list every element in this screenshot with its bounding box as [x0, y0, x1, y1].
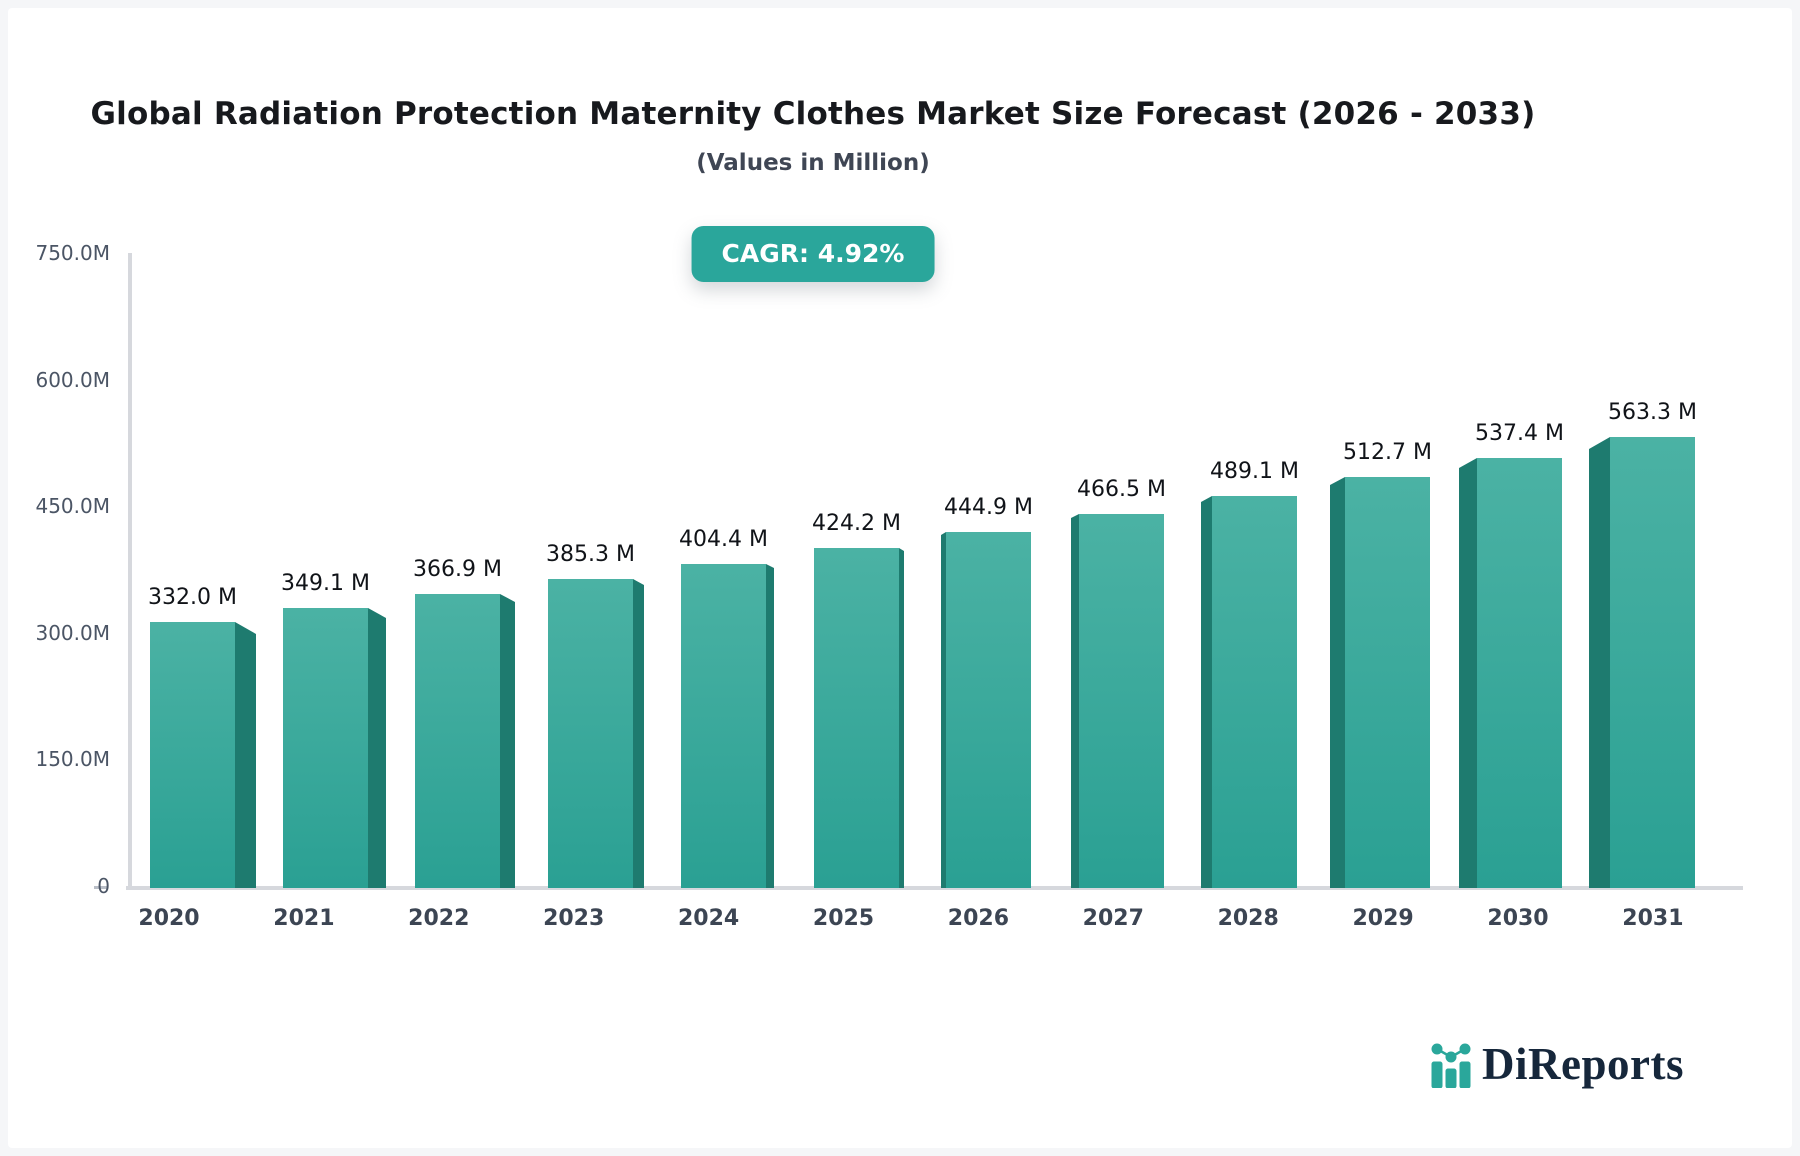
chart-subtitle: (Values in Million) [696, 150, 930, 176]
bar [150, 622, 235, 888]
bar-value-label: 444.9 M [944, 495, 1033, 520]
bar [1212, 496, 1297, 888]
bar-side-3d [1330, 477, 1345, 888]
bar [1610, 437, 1695, 888]
bar [1477, 458, 1562, 888]
y-axis-tick-label: 750.0M [35, 241, 110, 265]
y-axis-tick-label: 450.0M [35, 494, 110, 519]
x-axis-label: 2028 [1217, 906, 1279, 931]
y-axis-line [128, 253, 132, 890]
report-card: Global Radiation Protection Maternity Cl… [8, 8, 1792, 1148]
bar-value-label: 512.7 M [1343, 440, 1432, 465]
y-axis-tick-label: 300.0M [35, 620, 110, 645]
y-axis-tick-label: 150.0M [35, 747, 110, 772]
bar-side-3d [1201, 496, 1212, 888]
x-axis-label: 2031 [1622, 906, 1684, 931]
x-axis-label: 2021 [273, 906, 335, 931]
bar-value-label: 424.2 M [812, 511, 901, 536]
bar-side-3d [500, 594, 515, 888]
bar [415, 594, 500, 888]
bar-value-label: 537.4 M [1475, 421, 1564, 446]
bar-side-3d [899, 548, 904, 888]
bar-value-label: 385.3 M [546, 542, 635, 567]
brand-logo: DiReports [1430, 1038, 1684, 1090]
bar [681, 564, 766, 888]
direports-logo-icon [1431, 1043, 1471, 1088]
bar-side-3d [941, 532, 946, 888]
bar-value-label: 332.0 M [148, 585, 237, 610]
bar-value-label: 404.4 M [679, 527, 768, 552]
bar-side-3d [766, 564, 774, 888]
bar-side-3d [633, 579, 644, 888]
bar-value-label: 489.1 M [1210, 459, 1299, 484]
x-axis-label: 2027 [1082, 906, 1144, 931]
x-axis-label: 2029 [1352, 906, 1414, 931]
bar [946, 532, 1031, 888]
bar-value-label: 349.1 M [281, 571, 370, 596]
bar-side-3d [1071, 514, 1079, 888]
bar-side-3d [235, 622, 256, 888]
bar [548, 579, 633, 888]
bar-value-label: 366.9 M [413, 557, 502, 582]
x-axis-label: 2030 [1487, 906, 1549, 931]
x-axis-label: 2022 [408, 906, 470, 931]
brand-name: DiReports [1482, 1039, 1684, 1089]
y-axis-tick-label: 0 [97, 874, 110, 898]
y-axis-tick-label: 600.0M [35, 367, 110, 392]
bar-side-3d [1589, 437, 1610, 888]
chart-stage: Global Radiation Protection Maternity Cl… [8, 8, 1792, 1148]
bar [814, 548, 899, 888]
bar-side-3d [368, 608, 386, 888]
x-axis-label: 2020 [138, 906, 200, 931]
x-axis-line [126, 886, 1743, 890]
bar [283, 608, 368, 888]
zero-tick-mark [94, 886, 108, 889]
x-axis-label: 2023 [543, 906, 605, 931]
bar-side-3d [1459, 458, 1477, 888]
bar [1345, 477, 1430, 888]
bar-value-label: 563.3 M [1608, 400, 1697, 425]
chart-title: Global Radiation Protection Maternity Cl… [90, 96, 1536, 132]
bar-value-label: 466.5 M [1077, 477, 1166, 502]
bar [1079, 514, 1164, 888]
x-axis-label: 2024 [677, 906, 740, 931]
x-axis-label: 2025 [812, 906, 875, 931]
cagr-badge: CAGR: 4.92% [691, 226, 935, 282]
x-axis-label: 2026 [947, 906, 1010, 931]
